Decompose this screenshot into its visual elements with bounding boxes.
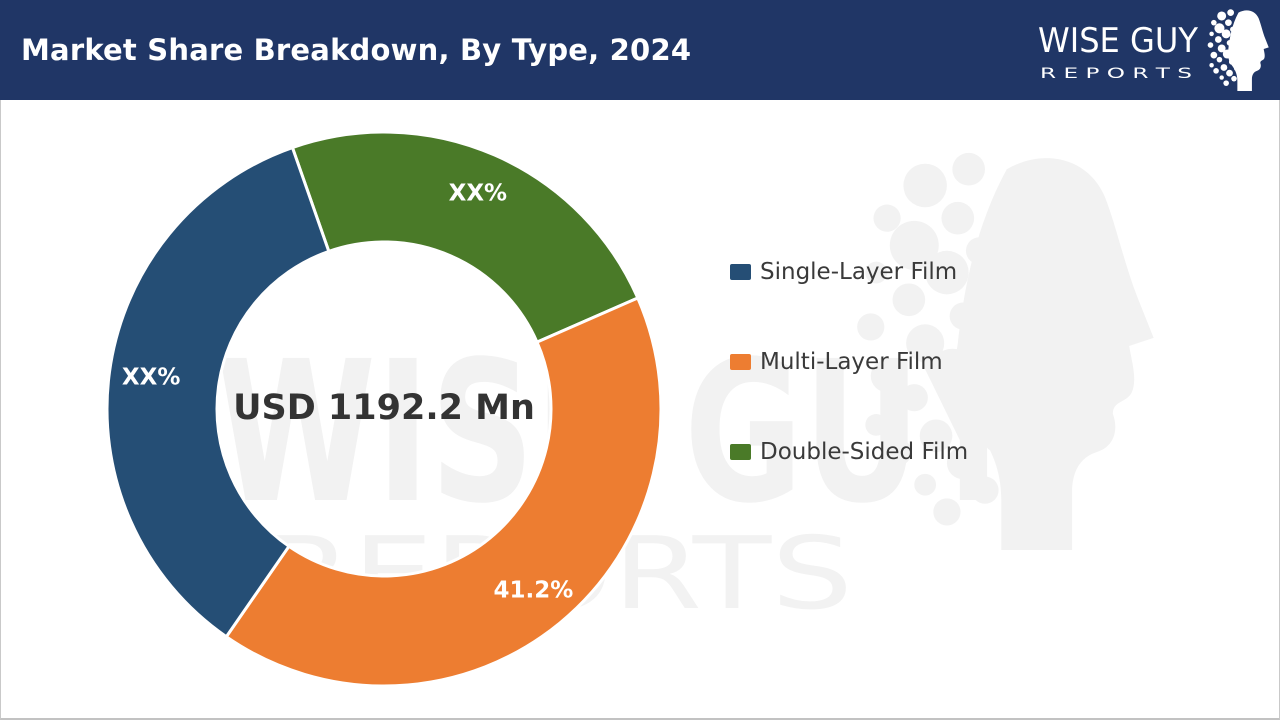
legend-label: Single-Layer Film — [760, 259, 958, 285]
slice-value-label-double-sided-film: XX% — [449, 181, 508, 207]
wise-guy-reports-logo: WISE GUY R E P O R T S — [1038, 9, 1269, 92]
donut-slice-double-sided-film — [290, 130, 640, 344]
legend-label: Double-Sided Film — [760, 439, 969, 465]
slice-value-label-single-layer-film: XX% — [122, 365, 181, 391]
legend-swatch-icon — [730, 354, 751, 370]
legend-item-multi-layer-film: Multi-Layer Film — [730, 347, 968, 377]
legend-swatch-icon — [730, 444, 751, 460]
donut-center-value: USD 1192.2 Mn — [233, 388, 535, 428]
page-title: Market Share Breakdown, By Type, 2024 — [21, 33, 692, 67]
logo-subtext: R E P O R T S — [1040, 66, 1192, 82]
donut-slice-single-layer-film — [105, 146, 331, 639]
donut-slice-multi-layer-film — [224, 296, 663, 688]
legend-item-double-sided-film: Double-Sided Film — [730, 437, 968, 467]
logo-head-icon — [1207, 9, 1269, 92]
chart-legend: Single-Layer Film Multi-Layer Film Doubl… — [730, 257, 968, 467]
legend-swatch-icon — [730, 264, 751, 280]
legend-label: Multi-Layer Film — [760, 349, 943, 375]
legend-item-single-layer-film: Single-Layer Film — [730, 257, 968, 287]
slice-value-label-multi-layer-film: 41.2% — [493, 577, 573, 603]
header-bar: Market Share Breakdown, By Type, 2024 — [0, 0, 1280, 100]
logo-wordmark: WISE GUY — [1038, 21, 1198, 61]
donut-chart: XX% 41.2% XX% — [105, 130, 663, 688]
